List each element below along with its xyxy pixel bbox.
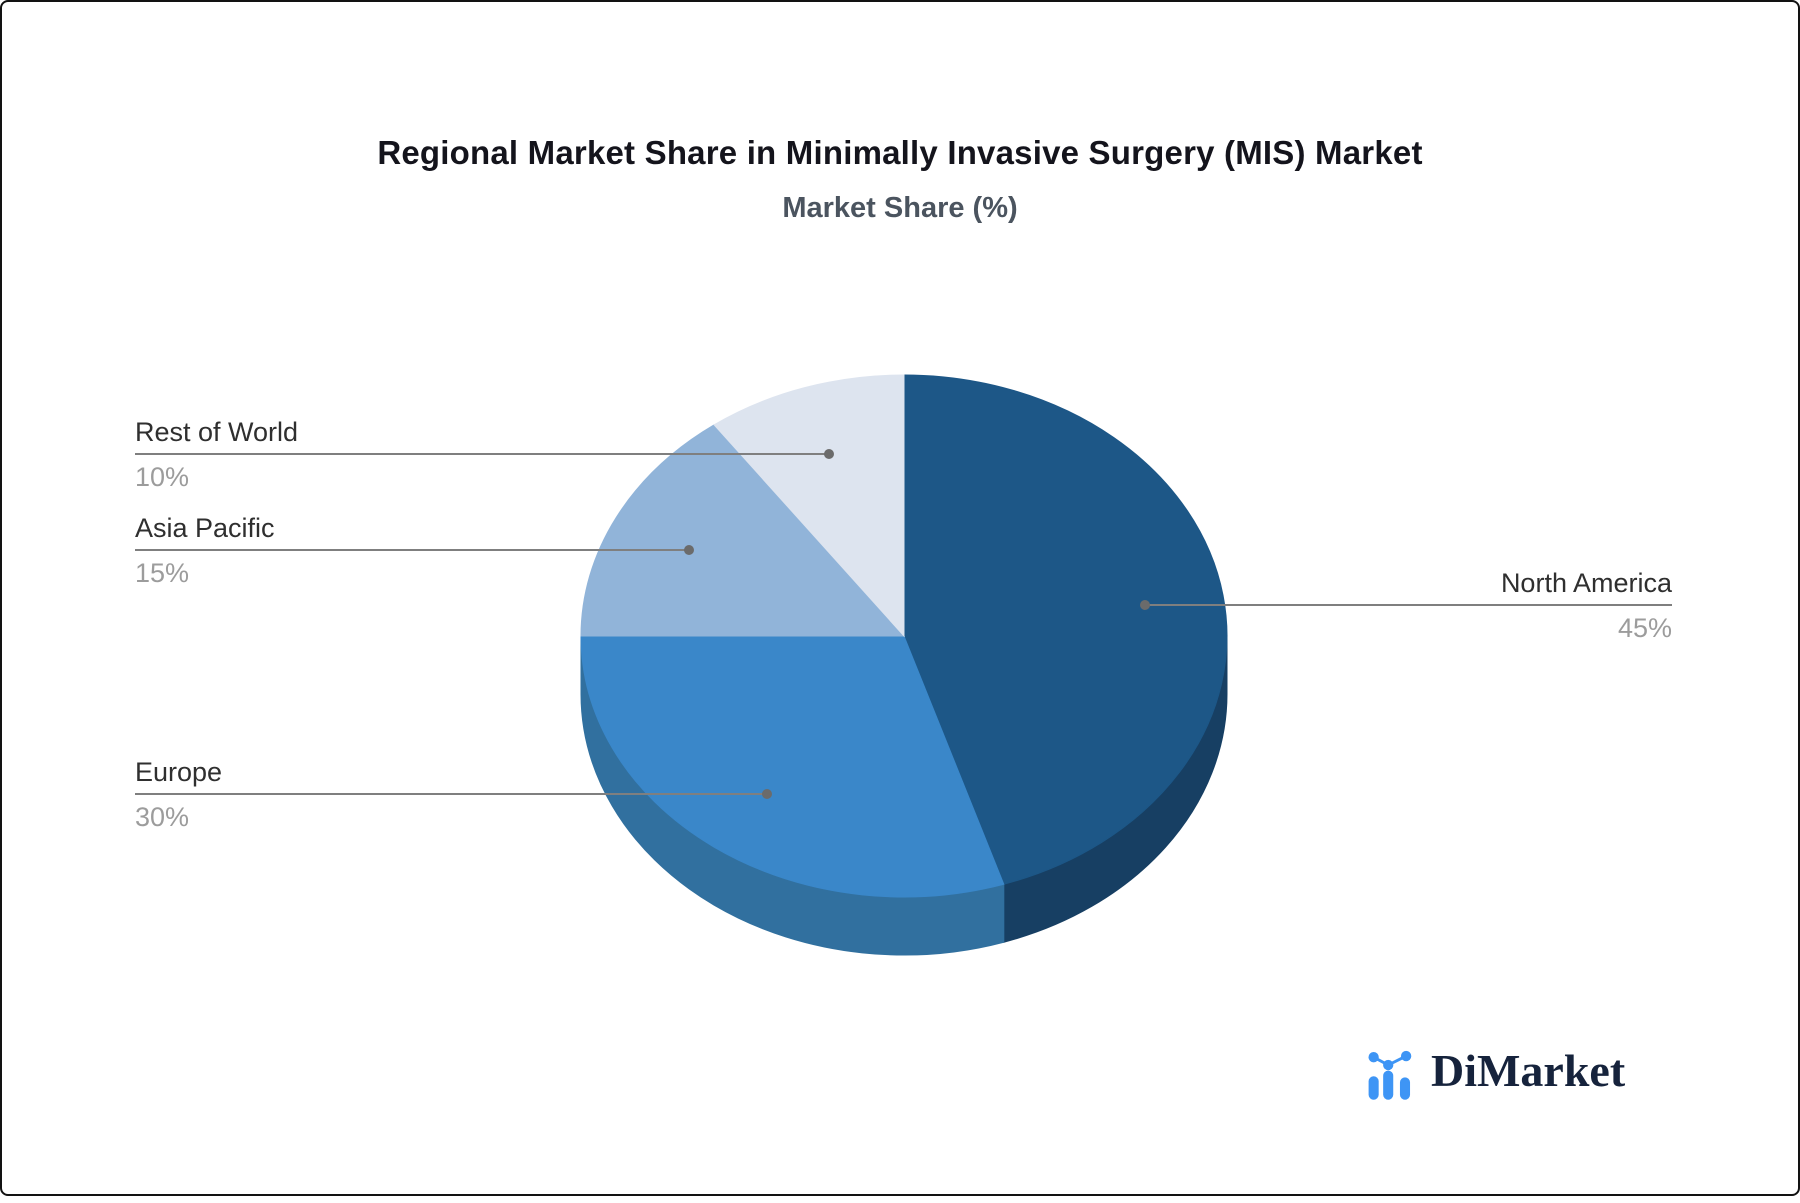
pie-slice-rest-of-world	[713, 374, 905, 638]
chart-subtitle: Market Share (%)	[782, 192, 1018, 224]
chart-title: Regional Market Share in Minimally Invas…	[377, 134, 1423, 171]
leader-dot	[684, 545, 694, 555]
pie-slice-europe	[580, 635, 1005, 898]
leader-dot	[824, 449, 834, 459]
annotation-value: 45%	[1617, 613, 1672, 643]
dimarket-logo: DiMarket	[1365, 1046, 1625, 1102]
annotation-label: North America	[1500, 568, 1672, 598]
pie-slice-north-america	[903, 374, 1228, 885]
annotation-value: 15%	[135, 558, 190, 588]
leader-dot	[1140, 600, 1150, 610]
dimarket-logo-icon	[1368, 1050, 1412, 1100]
annotation-value: 10%	[135, 462, 190, 492]
dimarket-logo-text: DiMarket	[1431, 1045, 1626, 1096]
chart-header: Regional Market Share in Minimally Invas…	[2, 134, 1798, 225]
leader-line	[135, 545, 694, 555]
annotation-rest-of-world: Rest of World 10%	[135, 417, 834, 493]
leader-line	[135, 789, 772, 799]
annotation-value: 30%	[135, 802, 190, 832]
annotation-label: Europe	[135, 757, 223, 787]
pie-slice-asia-pacific	[580, 424, 906, 637]
annotation-north-america: North America 45%	[1140, 568, 1672, 644]
annotation-europe: Europe 30%	[135, 757, 772, 833]
annotation-asia-pacific: Asia Pacific 15%	[135, 513, 694, 589]
annotation-label: Asia Pacific	[135, 513, 275, 543]
leader-dot	[762, 789, 772, 799]
annotation-label: Rest of World	[135, 417, 299, 447]
leader-line	[135, 449, 834, 459]
leader-line	[1140, 600, 1672, 610]
